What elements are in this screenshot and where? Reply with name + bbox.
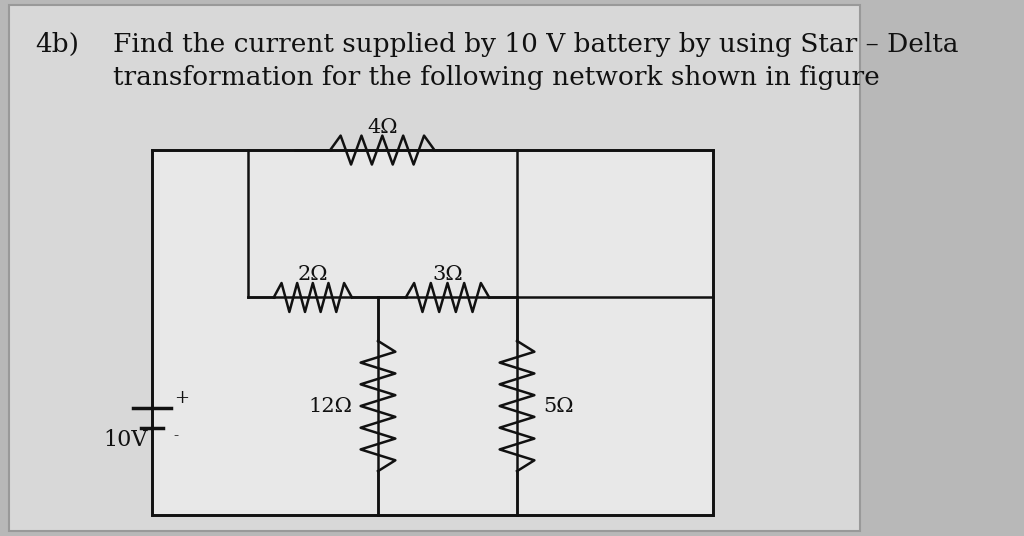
Text: 10V: 10V <box>103 428 147 451</box>
Text: 5Ω: 5Ω <box>543 397 573 415</box>
Text: Find the current supplied by 10 V battery by using Star – Delta
transformation f: Find the current supplied by 10 V batter… <box>113 32 958 90</box>
Text: 4b): 4b) <box>35 32 79 57</box>
Text: 2Ω: 2Ω <box>298 265 328 284</box>
Text: 4Ω: 4Ω <box>367 118 397 137</box>
Text: 3Ω: 3Ω <box>432 265 463 284</box>
Text: -: - <box>174 429 179 443</box>
Bar <box>152 150 713 515</box>
Text: 12Ω: 12Ω <box>308 397 352 415</box>
Text: +: + <box>174 389 188 407</box>
